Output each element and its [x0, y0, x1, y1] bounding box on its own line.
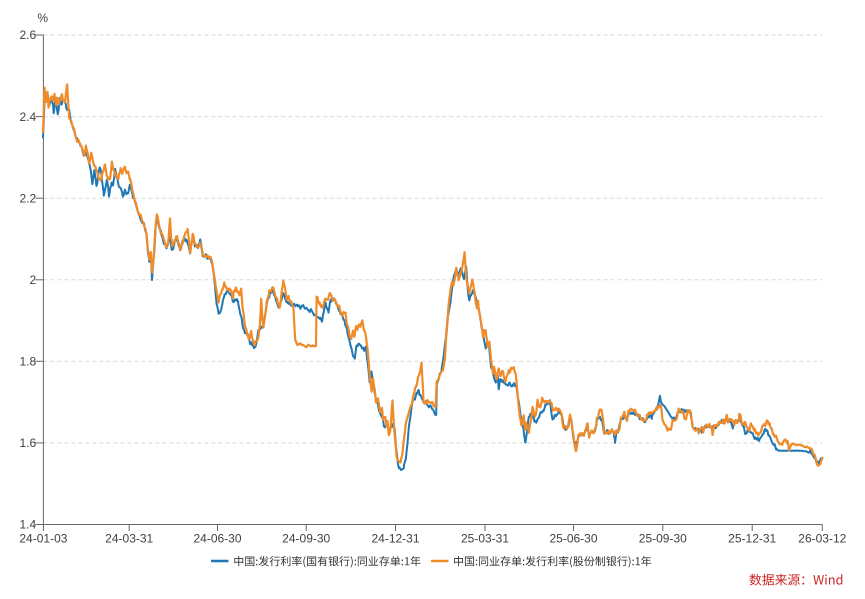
- svg-text:2: 2: [30, 273, 37, 287]
- svg-text:2.4: 2.4: [20, 110, 37, 124]
- svg-text:2.6: 2.6: [20, 28, 37, 42]
- svg-text:1.4: 1.4: [20, 518, 37, 532]
- svg-text:2.2: 2.2: [20, 191, 37, 205]
- svg-text:24-12-31: 24-12-31: [371, 532, 419, 546]
- svg-text:25-12-31: 25-12-31: [728, 532, 776, 546]
- svg-text:1.6: 1.6: [20, 436, 37, 450]
- svg-text:24-03-31: 24-03-31: [105, 532, 153, 546]
- svg-text:25-03-31: 25-03-31: [461, 532, 509, 546]
- svg-text:24-01-03: 24-01-03: [19, 532, 67, 546]
- svg-text:1.8: 1.8: [20, 355, 37, 369]
- svg-text:24-09-30: 24-09-30: [282, 532, 330, 546]
- svg-text:25-09-30: 25-09-30: [639, 532, 687, 546]
- svg-text:%: %: [37, 11, 48, 25]
- svg-text:26-03-12: 26-03-12: [798, 532, 846, 546]
- svg-text:24-06-30: 24-06-30: [193, 532, 241, 546]
- svg-text:25-06-30: 25-06-30: [549, 532, 597, 546]
